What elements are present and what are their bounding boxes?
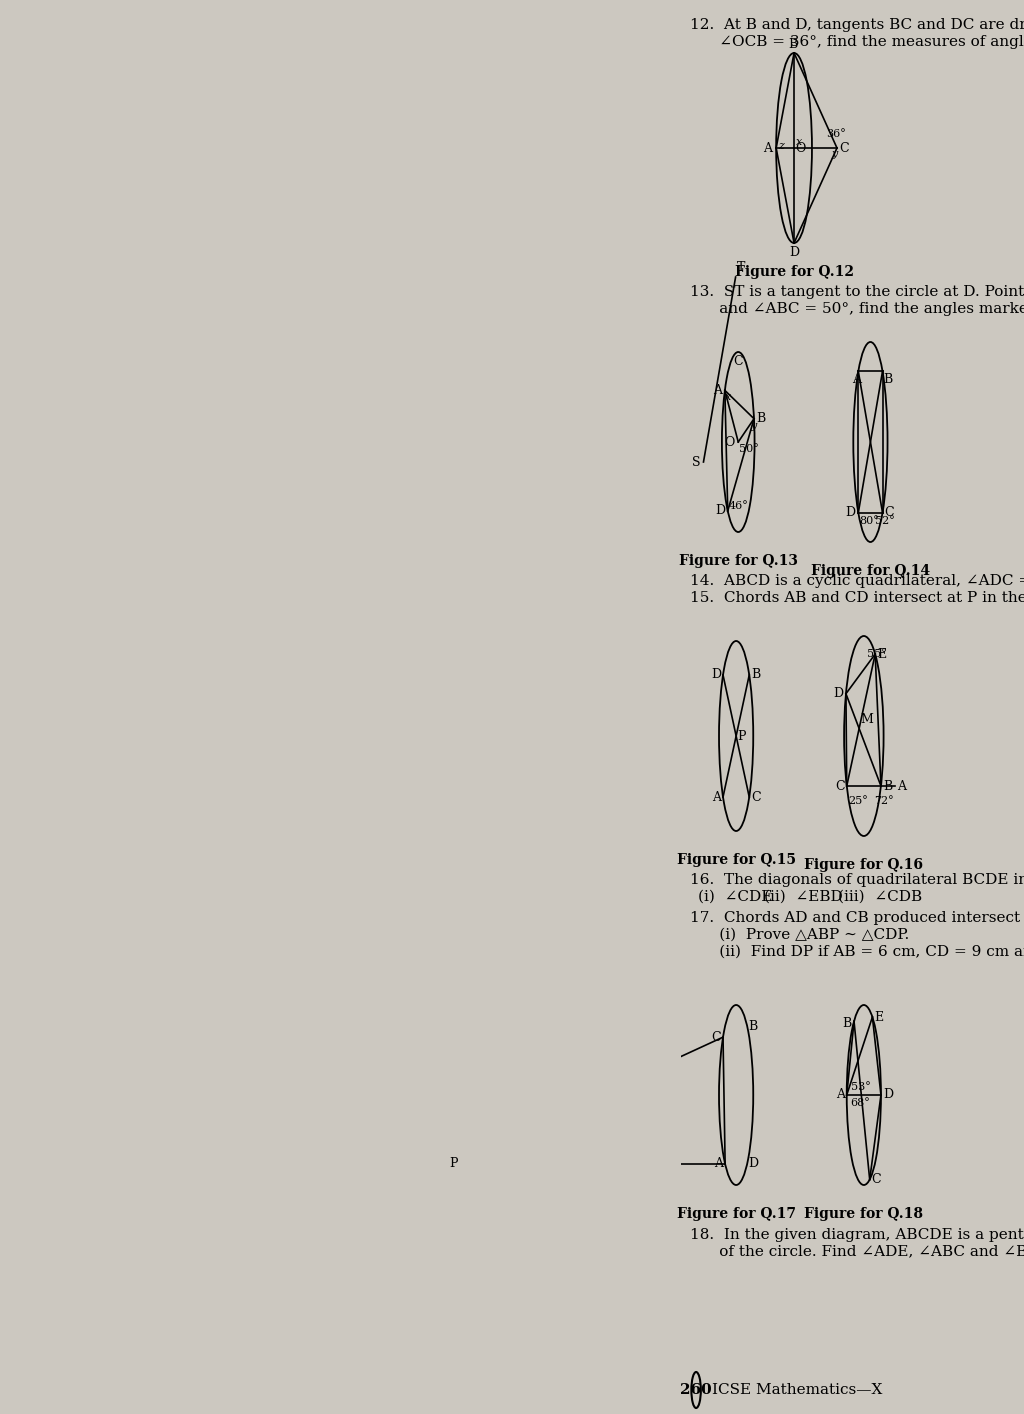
Text: Figure for Q.16: Figure for Q.16: [804, 858, 924, 872]
Text: 36°: 36°: [826, 129, 846, 139]
Text: 18.  In the given diagram, ABCDE is a pentagon. AE ∥ CD, ∠DAB = 53°, ∠DAE = 68° : 18. In the given diagram, ABCDE is a pen…: [690, 1227, 1024, 1241]
Text: C: C: [885, 506, 894, 519]
Text: T: T: [736, 262, 744, 274]
Text: 72°: 72°: [874, 796, 894, 806]
Text: (iii)  ∠CDB: (iii) ∠CDB: [838, 889, 922, 904]
Text: 55°: 55°: [867, 649, 887, 659]
Text: 260: 260: [680, 1383, 712, 1397]
Text: M: M: [860, 713, 873, 725]
Text: A: A: [836, 1089, 845, 1102]
Text: y: y: [831, 148, 838, 158]
Text: D: D: [749, 1158, 759, 1171]
Text: D: D: [711, 669, 721, 682]
Text: P: P: [737, 730, 745, 742]
Text: B: B: [843, 1017, 852, 1029]
Text: D: D: [846, 506, 856, 519]
Text: 50°: 50°: [738, 444, 759, 454]
Text: A: A: [853, 373, 861, 386]
Text: B: B: [749, 1019, 758, 1032]
Text: O: O: [725, 436, 735, 448]
Text: x: x: [797, 137, 803, 147]
Text: 80°: 80°: [859, 516, 880, 526]
Text: 68°: 68°: [851, 1099, 870, 1109]
Text: C: C: [871, 1174, 881, 1186]
Text: 25°: 25°: [848, 796, 867, 806]
Text: 17.  Chords AD and CB produced intersect at P.: 17. Chords AD and CB produced intersect …: [690, 911, 1024, 925]
Text: C: C: [752, 790, 761, 803]
Text: B: B: [788, 38, 798, 51]
Text: (i)  Prove △ABP ∼ △CDP.: (i) Prove △ABP ∼ △CDP.: [690, 928, 909, 942]
Text: D: D: [834, 687, 844, 700]
Text: D: D: [716, 505, 726, 518]
Text: x: x: [725, 392, 731, 403]
Text: A: A: [712, 790, 721, 803]
Text: Figure for Q.12: Figure for Q.12: [734, 264, 854, 279]
Text: Figure for Q.17: Figure for Q.17: [677, 1208, 796, 1222]
Text: S: S: [692, 455, 700, 468]
Text: D: D: [883, 1089, 893, 1102]
Text: 16.  The diagonals of quadrilateral BCDE intersect at M, side CB is produced to : 16. The diagonals of quadrilateral BCDE …: [690, 872, 1024, 887]
Text: C: C: [712, 1031, 721, 1044]
Text: A: A: [897, 779, 906, 792]
Text: P: P: [450, 1158, 458, 1171]
Text: A: A: [764, 141, 772, 154]
Text: 14.  ABCD is a cyclic quadrilateral, ∠ADC = 80° and ∠ACD = 52°. Find the value o: 14. ABCD is a cyclic quadrilateral, ∠ADC…: [690, 574, 1024, 588]
Text: of the circle. Find ∠ADE, ∠ABC and ∠BCD.: of the circle. Find ∠ADE, ∠ABC and ∠BCD.: [690, 1244, 1024, 1258]
Text: O: O: [795, 141, 805, 154]
Text: y: y: [750, 421, 757, 431]
Text: C: C: [733, 355, 743, 368]
Text: A: A: [714, 1158, 723, 1171]
Text: 46°: 46°: [728, 501, 748, 510]
Text: Figure for Q.18: Figure for Q.18: [804, 1208, 924, 1222]
Text: B: B: [752, 669, 761, 682]
Text: A: A: [714, 383, 722, 397]
Text: B: B: [883, 779, 892, 792]
Text: Figure for Q.15: Figure for Q.15: [677, 853, 796, 867]
Text: E: E: [878, 648, 887, 660]
Text: 13.  ST is a tangent to the circle at D. Points A, B and C lie on the circle wit: 13. ST is a tangent to the circle at D. …: [690, 286, 1024, 298]
Text: Figure for Q.14: Figure for Q.14: [811, 564, 930, 578]
Text: ∠OCB = 36°, find the measures of angles marked x, y and z.: ∠OCB = 36°, find the measures of angles …: [690, 35, 1024, 49]
Text: (ii)  ∠EBD: (ii) ∠EBD: [764, 889, 843, 904]
Text: and ∠ABC = 50°, find the angles marked x and y.: and ∠ABC = 50°, find the angles marked x…: [690, 303, 1024, 315]
Text: ICSE Mathematics—X: ICSE Mathematics—X: [713, 1383, 883, 1397]
Text: 53°: 53°: [851, 1082, 870, 1092]
Text: Figure for Q.13: Figure for Q.13: [679, 554, 798, 568]
Text: B: B: [884, 373, 893, 386]
Text: C: C: [835, 779, 845, 792]
Text: B: B: [756, 413, 765, 426]
Text: 12.  At B and D, tangents BC and DC are drawn to the circle with centre O. A is : 12. At B and D, tangents BC and DC are d…: [690, 18, 1024, 33]
Text: z: z: [778, 141, 783, 151]
Text: D: D: [790, 246, 799, 259]
Text: C: C: [839, 141, 849, 154]
Text: 52°: 52°: [876, 516, 895, 526]
Text: 15.  Chords AB and CD intersect at P in the given circle. If AP = 4 cm, PB = 15 : 15. Chords AB and CD intersect at P in t…: [690, 591, 1024, 605]
Text: (i)  ∠CDE: (i) ∠CDE: [698, 889, 772, 904]
Text: E: E: [874, 1011, 884, 1024]
Text: (ii)  Find DP if AB = 6 cm, CD = 9 cm and BP = 3 cm.: (ii) Find DP if AB = 6 cm, CD = 9 cm and…: [690, 945, 1024, 959]
